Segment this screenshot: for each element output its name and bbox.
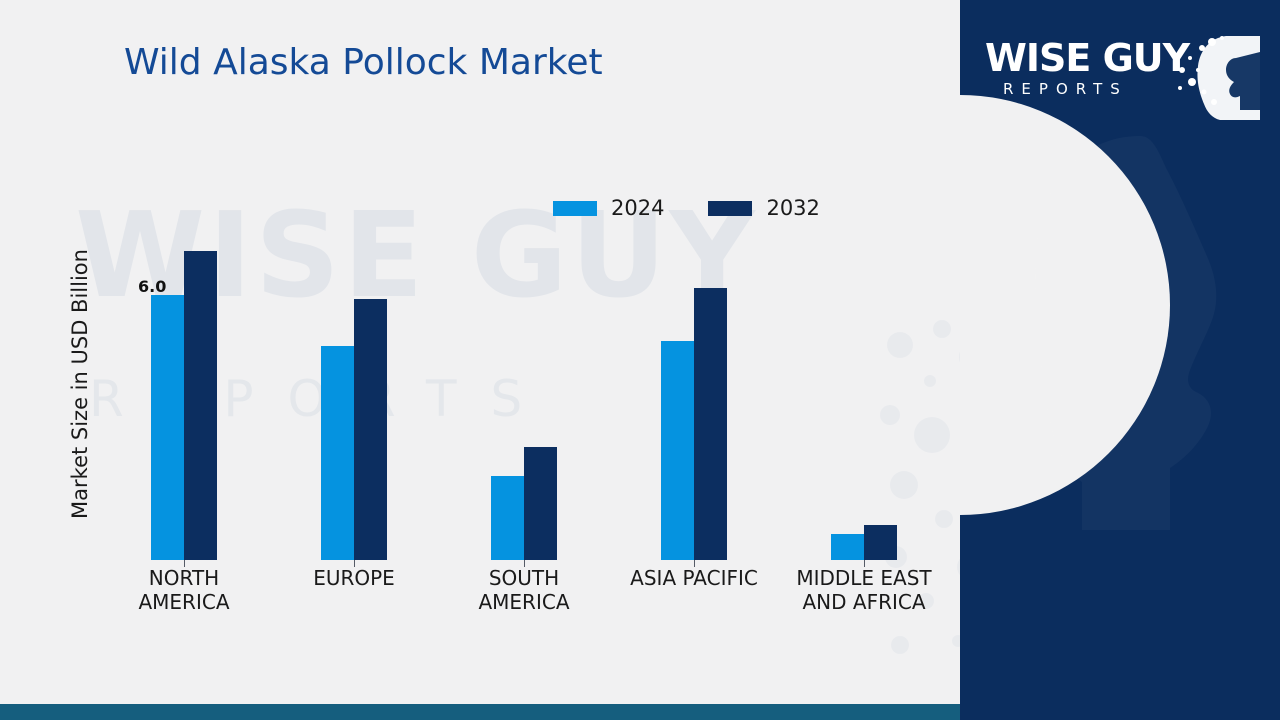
legend-item-2032[interactable]: 2032 [708, 196, 820, 220]
category-label: SOUTH AMERICA [478, 566, 570, 614]
category-label: ASIA PACIFIC [630, 566, 758, 590]
bar-2024[interactable] [831, 533, 864, 560]
legend-item-2024[interactable]: 2024 [553, 196, 664, 220]
axis-tick [694, 560, 695, 567]
chart-legend: 2024 2032 [553, 196, 820, 220]
page-title: Wild Alaska Pollock Market [124, 42, 603, 83]
axis-tick [524, 560, 525, 567]
bar-group-bars [321, 180, 387, 560]
legend-swatch-2024 [553, 200, 597, 216]
axis-tick [184, 560, 185, 567]
legend-swatch-2032 [708, 200, 753, 216]
logo-subtext: REPORTS [1003, 80, 1128, 98]
bar-2024[interactable] [151, 294, 184, 560]
bar-group-bars [491, 180, 557, 560]
plot-area: NORTH AMERICA EUROPE SOUTH AMERICA ASIA PAC… [100, 180, 932, 614]
bar-2032[interactable] [694, 288, 727, 560]
bar-2032[interactable] [184, 250, 217, 560]
bar-group-bars [831, 180, 897, 560]
brand-logo[interactable]: WISE GUY REPORTS [985, 36, 1260, 121]
bar-2024[interactable] [661, 341, 694, 560]
panel-head-silhouette-icon [1020, 130, 1250, 530]
bar-group-bars [151, 180, 217, 560]
category-label: NORTH AMERICA [138, 566, 230, 614]
bar-chart: Market Size in USD Billion 2024 2032 NOR… [68, 180, 932, 614]
category-label: EUROPE [313, 566, 395, 590]
logo-wordmark: WISE GUY [985, 36, 1190, 80]
axis-tick [864, 560, 865, 567]
bar-2032[interactable] [354, 299, 387, 560]
bar-2032[interactable] [524, 447, 557, 560]
category-label: MIDDLE EAST AND AFRICA [796, 566, 932, 614]
bar-2024[interactable] [491, 476, 524, 560]
bar-2032[interactable] [864, 524, 897, 560]
logo-head-icon [1178, 36, 1260, 120]
axis-tick [354, 560, 355, 567]
legend-label-2024: 2024 [611, 196, 665, 220]
bar-value-label: 6.0 [138, 276, 167, 296]
accent-strip [0, 704, 960, 720]
panel-bottom-bar [960, 704, 1280, 720]
legend-label-2032: 2032 [766, 196, 820, 220]
y-axis-label: Market Size in USD Billion [68, 249, 92, 519]
bar-2024[interactable] [321, 345, 354, 560]
bar-group-bars [661, 180, 727, 560]
